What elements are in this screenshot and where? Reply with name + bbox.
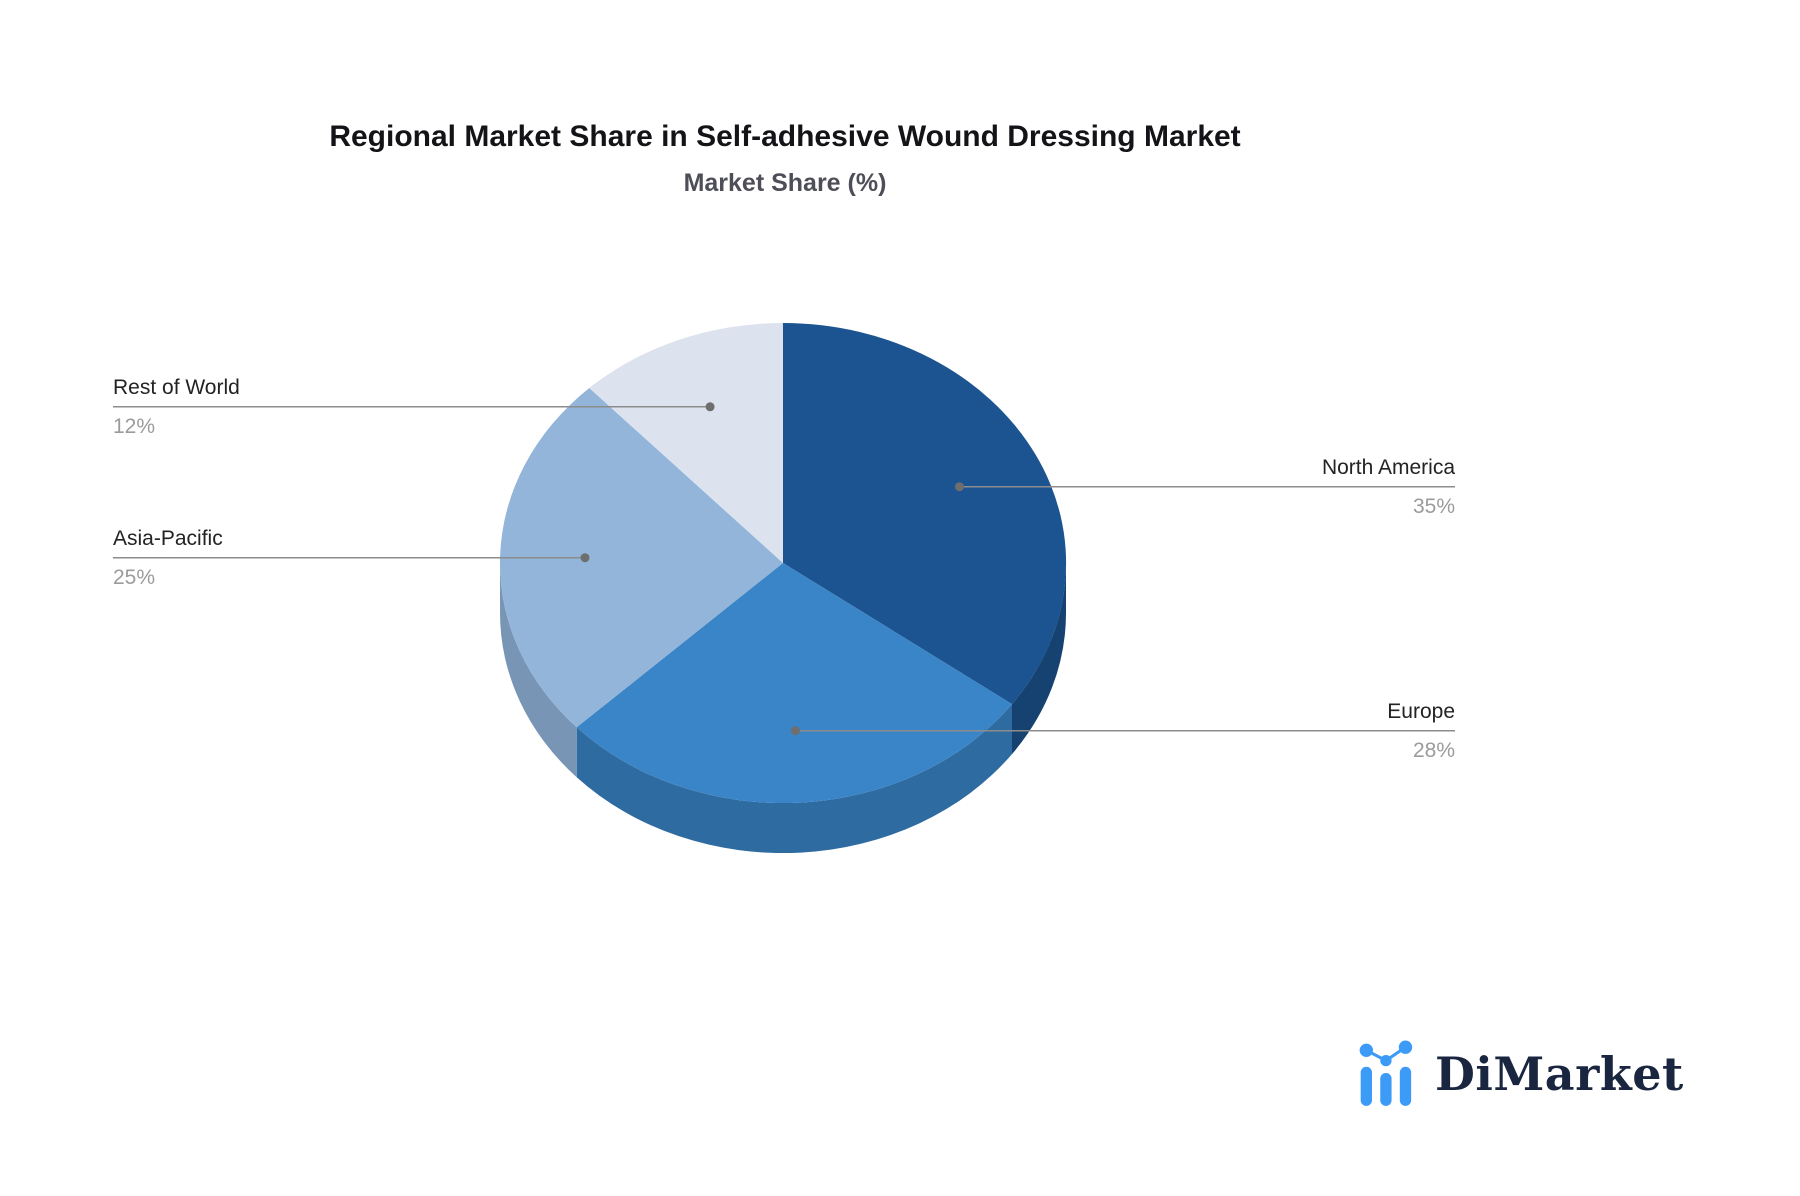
brand-logo: DiMarket [1358,1040,1684,1108]
connector-dot-north-america [955,482,964,492]
bar-chart-logo-icon [1359,1040,1413,1106]
pie-slice-side-europe [576,704,1012,854]
pie-slice-side-asia-pacific [500,563,577,778]
pie-slice-side-north-america [1012,563,1067,755]
chart-subtitle: Market Share (%) [683,169,887,197]
pie-slice-north-america[interactable] [783,322,1067,705]
connector-dot-rest-of-world [705,402,715,412]
chart-title: Regional Market Share in Self-adhesive W… [329,120,1241,153]
pie-slice-rest-of-world[interactable] [589,323,783,563]
brand-name: DiMarket [1435,1047,1684,1101]
connector-dot-asia-pacific [580,553,590,563]
pie-slice-europe[interactable] [576,563,1012,804]
pie-slice-asia-pacific[interactable] [499,388,783,728]
connector-dot-europe [790,726,800,736]
